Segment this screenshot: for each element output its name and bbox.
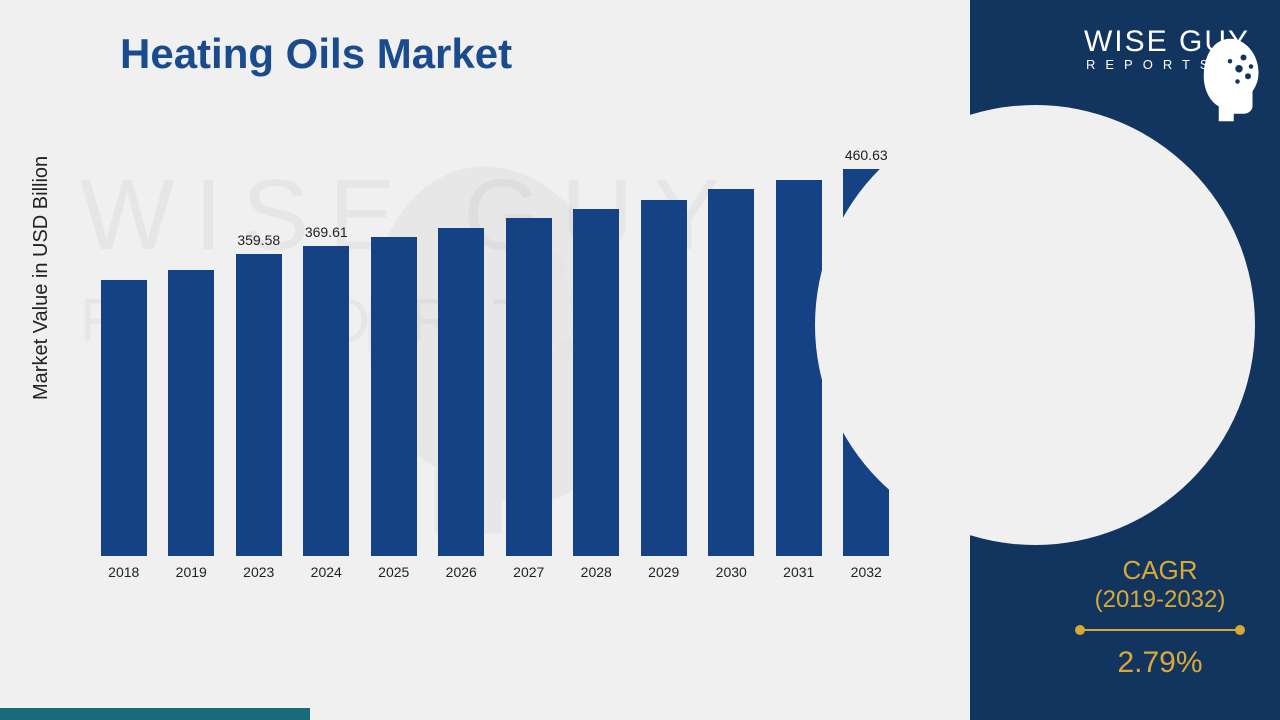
x-tick-label: 2019 [176,564,207,580]
bar-group: 2026 [428,206,496,580]
bar-group: 2018 [90,258,158,580]
bar-value-label: 359.58 [237,232,280,250]
bar [236,254,282,556]
sidebar-circle [815,105,1255,545]
cagr-label: CAGR [1040,555,1280,586]
chart-title: Heating Oils Market [120,30,512,78]
bar-group: 2030 [698,167,766,580]
bar-value-label: 369.61 [305,224,348,242]
bottom-strip [0,708,310,720]
bar-group: 2025 [360,215,428,580]
chart-plot: 2018 2019 359.58 2023 369.61 2024 2025 2026 2027… [85,160,905,610]
x-tick-label: 2032 [851,564,882,580]
bar-group: 2019 [158,248,226,580]
x-tick-label: 2028 [581,564,612,580]
brand-logo: WISE GUY REPORTS [1084,25,1250,72]
x-tick-label: 2029 [648,564,679,580]
x-tick-label: 2024 [311,564,342,580]
bar-value-label: 460.63 [845,147,888,165]
cagr-divider [1080,629,1240,631]
x-tick-label: 2026 [446,564,477,580]
x-tick-label: 2030 [716,564,747,580]
bar-group: 2027 [495,196,563,580]
bar-group: 359.58 2023 [225,232,293,580]
logo-head-icon [1190,35,1270,125]
bar [168,270,214,556]
bar [708,189,754,556]
bar [101,280,147,556]
bar-group: 2029 [630,178,698,580]
x-tick-label: 2027 [513,564,544,580]
bar-group: 2028 [563,187,631,580]
bar [573,209,619,556]
bar [303,246,349,556]
cagr-value: 2.79% [1040,646,1280,680]
bar [776,180,822,556]
x-tick-label: 2025 [378,564,409,580]
cagr-block: CAGR (2019-2032) 2.79% [1040,555,1280,680]
x-tick-label: 2023 [243,564,274,580]
sidebar: WISE GUY REPORTS CAGR (2019-2032) 2.79% [970,0,1280,720]
x-tick-label: 2018 [108,564,139,580]
bars-container: 2018 2019 359.58 2023 369.61 2024 2025 2026 2027… [85,160,905,580]
cagr-period: (2019-2032) [1040,586,1280,614]
x-tick-label: 2031 [783,564,814,580]
bar [438,228,484,556]
bar [641,200,687,556]
bar-group: 369.61 2024 [293,224,361,580]
bar [506,218,552,556]
y-axis-label: Market Value in USD Billion [30,156,53,400]
bar [371,237,417,556]
